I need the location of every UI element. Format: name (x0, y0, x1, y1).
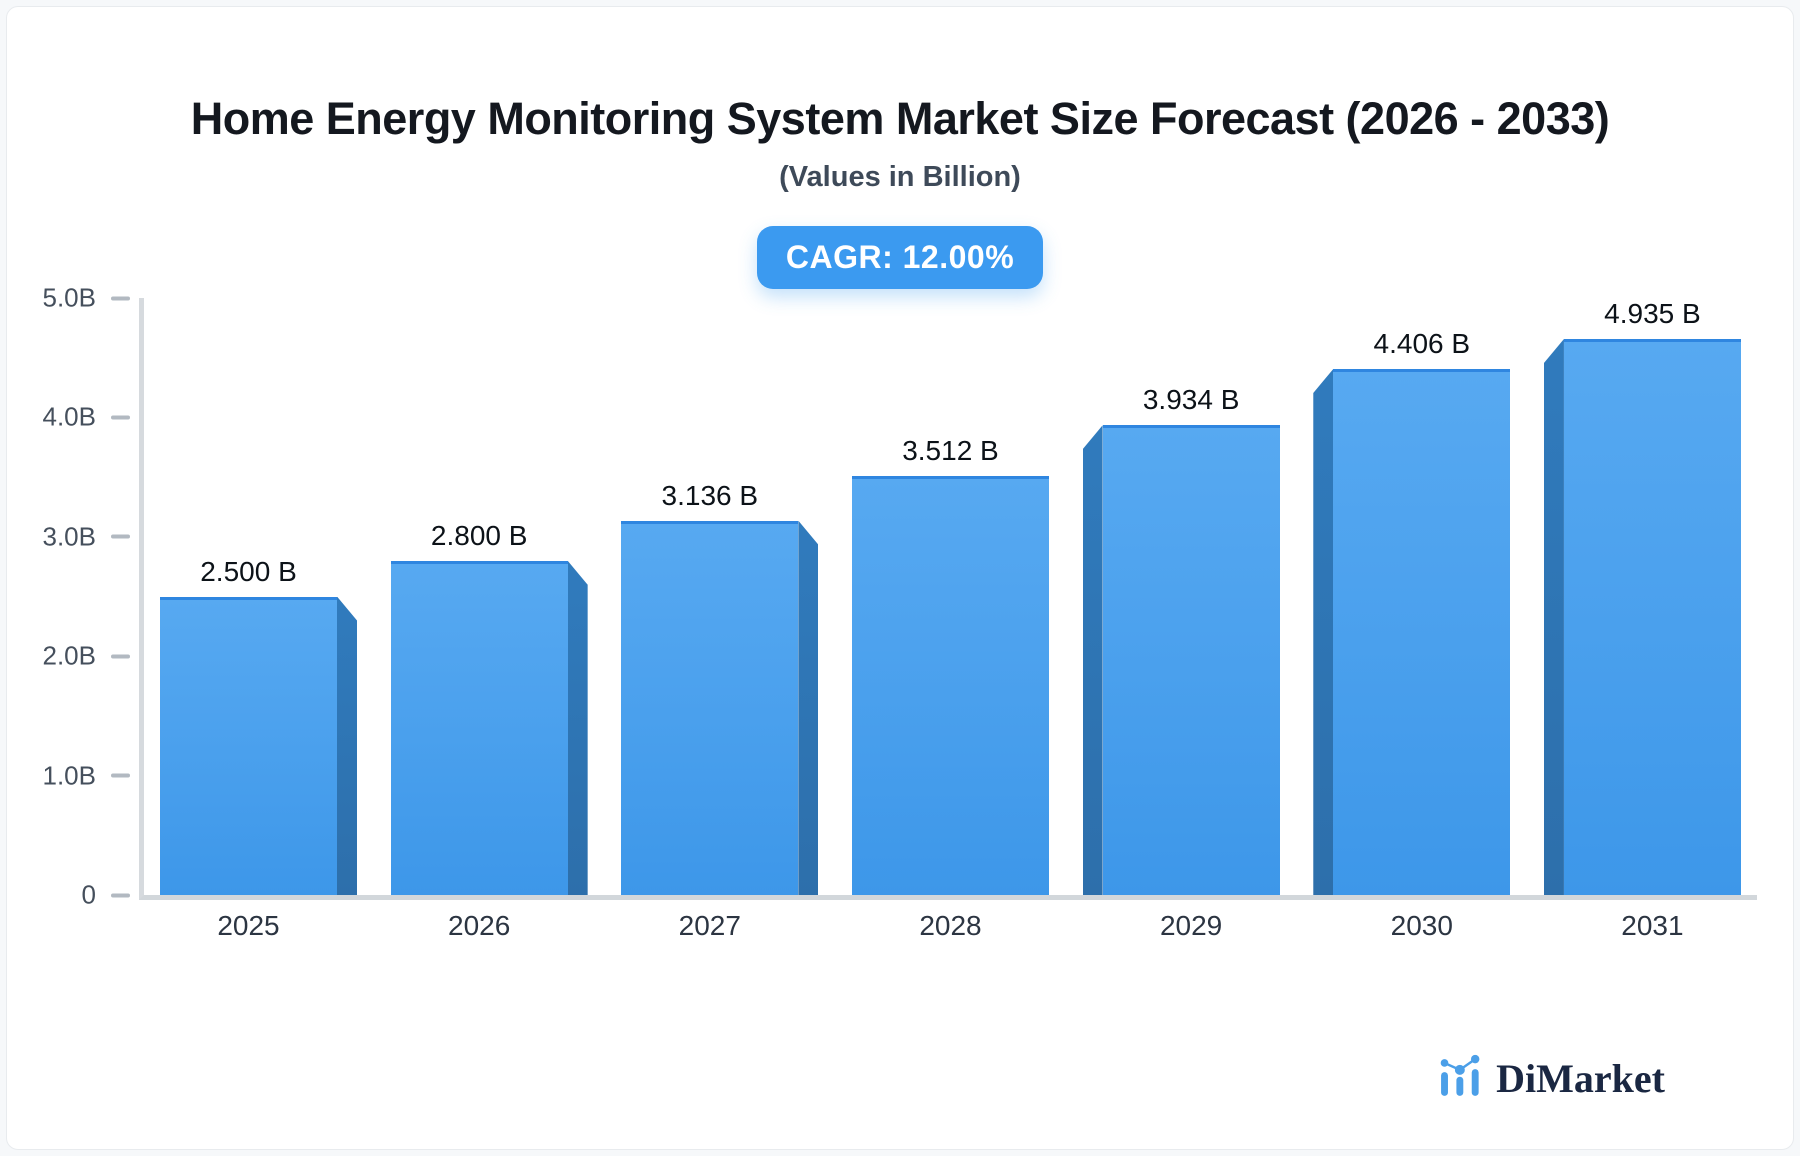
bar-group-2025: 2.500 B 2025 (160, 298, 357, 941)
bar-group-2028: 3.512 B 2028 (851, 298, 1049, 941)
bar-face (621, 520, 799, 895)
y-axis-tick: 0 (34, 880, 130, 911)
chart-card: Home Energy Monitoring System Market Siz… (6, 6, 1794, 1150)
y-axis-tick-mark (111, 415, 130, 420)
y-axis-tick: 1.0B (34, 760, 130, 791)
dimarket-logo-icon (1440, 1054, 1480, 1096)
y-axis-tick: 5.0B (34, 283, 130, 314)
bar-side-face (798, 520, 819, 895)
chart-header: Home Energy Monitoring System Market Siz… (7, 7, 1793, 289)
bar-face (390, 560, 568, 895)
bar-value-label: 4.406 B (1373, 327, 1471, 359)
x-axis-label-2026: 2026 (448, 910, 511, 941)
y-axis-tick-mark (111, 773, 130, 778)
x-axis-label-2027: 2027 (678, 910, 741, 941)
y-axis-tick: 3.0B (34, 521, 130, 552)
x-axis-label-2025: 2025 (217, 910, 280, 941)
bar-face (851, 475, 1049, 895)
bar-side-face (1082, 425, 1103, 895)
bar-face (1333, 368, 1511, 895)
bar-group-2027: 3.136 B 2027 (621, 298, 819, 941)
brand-name: DiMarket (1496, 1056, 1665, 1101)
y-axis-tick: 2.0B (34, 641, 130, 672)
y-axis-tick-label: 0 (81, 879, 96, 910)
bar-2028 (851, 475, 1049, 895)
y-axis-tick-mark (111, 534, 130, 539)
x-axis-label-2030: 2030 (1390, 910, 1453, 941)
y-axis-tick-label: 2.0B (42, 640, 97, 671)
bar-2026 (390, 560, 588, 895)
y-axis-tick-mark (111, 654, 130, 659)
bar-value-label: 3.512 B (902, 434, 999, 466)
bar-value-label: 2.800 B (430, 519, 528, 551)
bar-group-2029: 3.934 B 2029 (1082, 298, 1280, 941)
bar-side-face (567, 560, 588, 895)
bar-value-label: 3.136 B (661, 479, 759, 511)
bar-group-2026: 2.800 B 2026 (390, 298, 588, 941)
bar-group-2030: 4.406 B 2030 (1313, 298, 1511, 941)
y-axis-tick-label: 1.0B (42, 760, 97, 791)
bar-face (1563, 339, 1741, 895)
bar-2029 (1082, 425, 1280, 895)
cagr-badge: CAGR: 12.00% (756, 226, 1044, 289)
bar-value-label: 4.935 B (1604, 298, 1701, 329)
chart-subtitle: (Values in Billion) (779, 161, 1021, 193)
y-axis-tick-label: 4.0B (42, 401, 97, 432)
bar-value-label: 2.500 B (200, 555, 297, 587)
bar-group-2031: 4.935 B 2031 (1543, 298, 1741, 941)
bar-side-face (1313, 368, 1334, 895)
x-axis-label-2029: 2029 (1159, 910, 1223, 941)
y-axis-tick-mark (111, 296, 130, 300)
bar-side-face (1543, 339, 1564, 895)
bar-2031 (1543, 339, 1741, 895)
bar-2025 (160, 596, 357, 895)
bar-face (160, 596, 337, 895)
bar-face (1102, 425, 1280, 895)
y-axis-tick-label: 5.0B (42, 282, 97, 313)
y-axis-tick: 4.0B (34, 402, 130, 433)
plot-area: 0 1.0B 2.0B 3.0B 4.0B 5.0B 2.500 B 2025 2.800 B… (43, 283, 1757, 941)
brand-logo: DiMarket (1438, 1053, 1665, 1099)
chart-title: Home Energy Monitoring System Market Siz… (190, 93, 1610, 144)
y-axis-tick-mark (111, 893, 130, 897)
bar-2027 (621, 520, 819, 895)
bar-side-face (337, 596, 357, 895)
bars-container: 2.500 B 2025 2.800 B 2026 3.136 B 2027 3.512 B… (144, 298, 1757, 941)
bar-2030 (1313, 368, 1511, 895)
x-axis-label-2028: 2028 (919, 910, 982, 941)
bar-value-label: 3.934 B (1142, 384, 1240, 416)
y-axis-tick-label: 3.0B (42, 521, 97, 552)
x-axis-label-2031: 2031 (1621, 910, 1684, 941)
